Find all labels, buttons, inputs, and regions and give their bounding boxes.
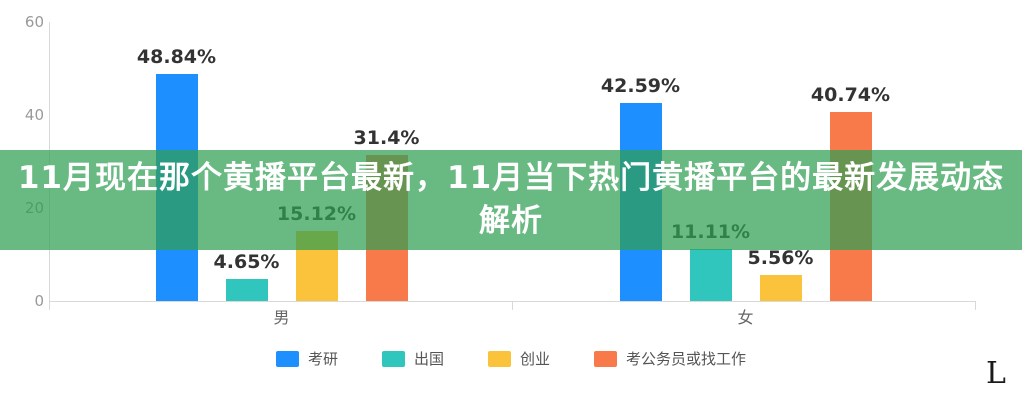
- legend-swatch: [488, 351, 511, 367]
- bar-value-label: 4.65%: [213, 251, 280, 274]
- headline-overlay-band: 11月现在那个黄播平台最新，11月当下热门黄播平台的最新发展动态 解析: [0, 150, 1022, 250]
- y-tick-label: 40: [24, 106, 44, 124]
- x-axis-tick: [975, 301, 976, 310]
- category-label-女: 女: [737, 308, 754, 327]
- legend-label: 创业: [520, 350, 551, 368]
- bar-value-label: 5.56%: [747, 247, 814, 270]
- bar-创业-女: [759, 275, 802, 301]
- legend-item-考研: 考研: [275, 350, 338, 368]
- bar-value-label: 40.74%: [810, 83, 891, 106]
- chart-legend: 考研 出国 创业 考公务员或找工作: [0, 350, 1022, 368]
- legend-item-出国: 出国: [381, 350, 444, 368]
- headline-line-2: 解析: [479, 203, 543, 239]
- bar-出国-男: [225, 279, 268, 301]
- legend-label: 出国: [413, 350, 444, 368]
- legend-label: 考研: [307, 350, 338, 368]
- y-tick-label: 60: [24, 13, 44, 31]
- category-label-男: 男: [273, 308, 290, 327]
- legend-item-创业: 创业: [488, 350, 550, 368]
- headline-line-1: 11月现在那个黄播平台最新，11月当下热门黄播平台的最新发展动态: [17, 160, 1005, 196]
- bar-value-label: 31.4%: [353, 126, 420, 149]
- legend-swatch: [381, 351, 405, 367]
- legend-label: 考公务员或找工作: [626, 350, 747, 368]
- bar-出国-女: [689, 249, 732, 301]
- legend-swatch: [594, 351, 618, 367]
- legend-swatch: [275, 351, 299, 367]
- x-axis-tick: [512, 301, 513, 310]
- y-tick-label: 0: [34, 292, 44, 310]
- corner-letter-mark: L: [986, 356, 1006, 391]
- bar-value-label: 42.59%: [600, 74, 681, 97]
- bar-value-label: 48.84%: [136, 45, 217, 68]
- legend-item-考公务员或找工作: 考公务员或找工作: [594, 350, 746, 368]
